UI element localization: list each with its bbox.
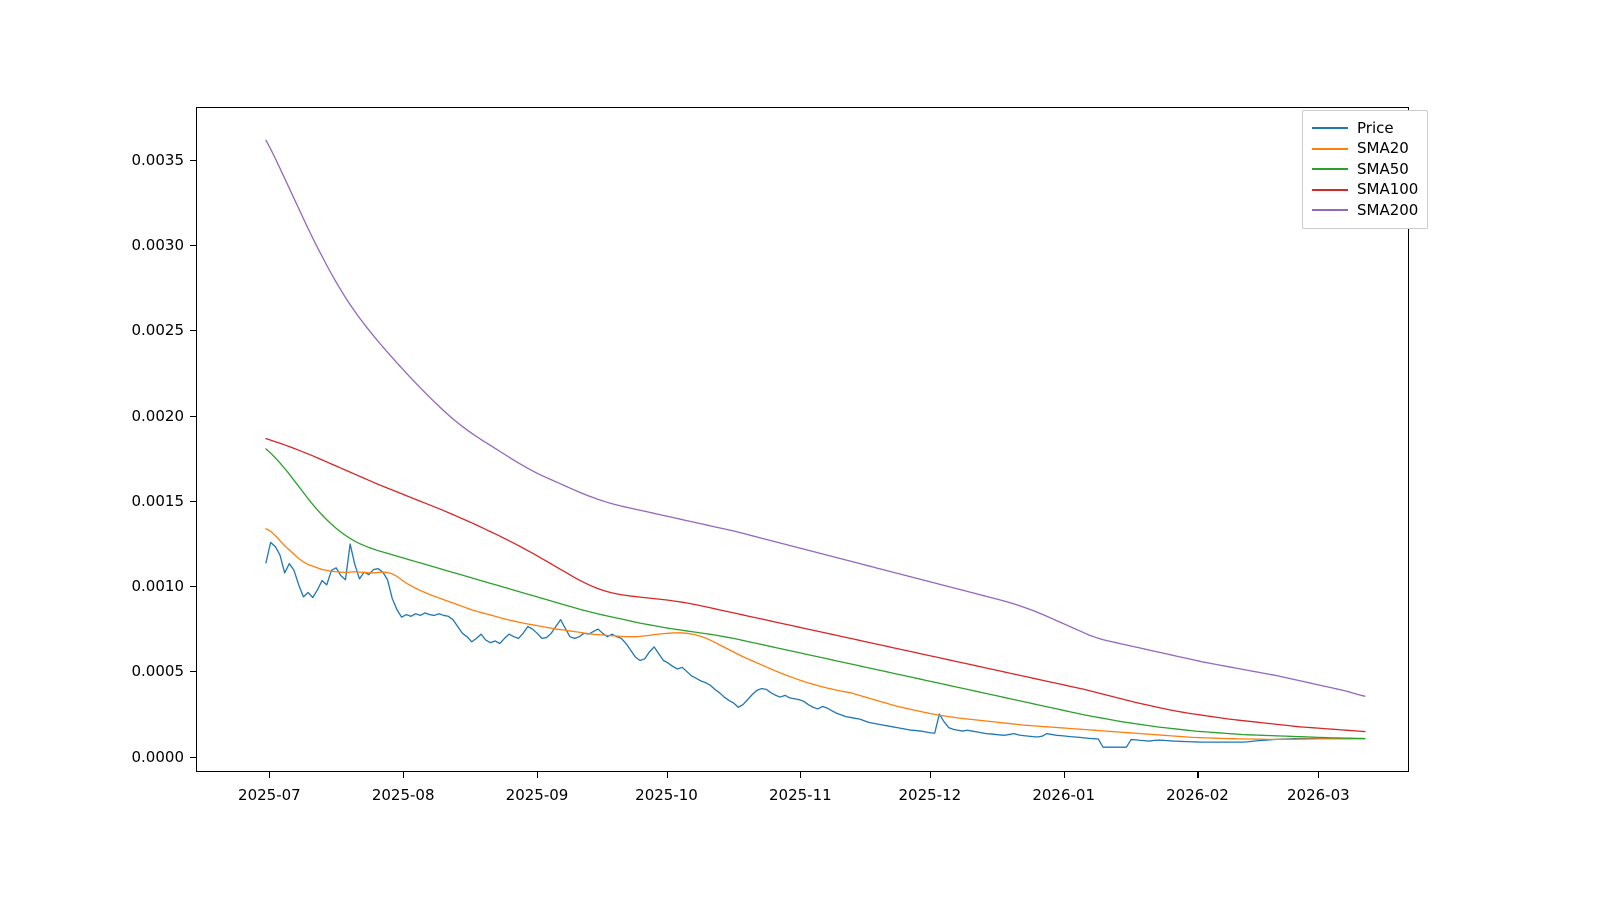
x-tick-mark [1197, 772, 1199, 778]
y-tick-mark [190, 330, 196, 332]
legend-item-sma200[interactable]: SMA200 [1312, 200, 1418, 221]
series-line-sma20 [266, 529, 1365, 740]
x-tick-mark [1318, 772, 1320, 778]
legend-item-label: SMA50 [1357, 159, 1409, 178]
y-tick-mark [190, 159, 196, 161]
y-tick-label: 0.0000 [131, 747, 185, 766]
y-tick-label: 0.0015 [131, 491, 185, 510]
y-tick-label: 0.0025 [131, 321, 185, 340]
legend-item-label: Price [1357, 118, 1394, 137]
x-tick-label: 2026-02 [1166, 786, 1229, 804]
legend-swatch-icon [1312, 147, 1348, 150]
legend-swatch-icon [1312, 209, 1348, 212]
x-tick-label: 2025-07 [238, 786, 301, 804]
chart-canvas [197, 108, 1408, 771]
y-tick-label: 0.0005 [131, 662, 185, 681]
x-tick-mark [929, 772, 931, 778]
legend-item-label: SMA200 [1357, 200, 1419, 219]
x-tick-mark [537, 772, 539, 778]
y-tick-label: 0.0010 [131, 577, 185, 596]
x-tick-label: 2026-03 [1287, 786, 1350, 804]
x-tick-label: 2025-10 [635, 786, 698, 804]
legend-item-sma20[interactable]: SMA20 [1312, 139, 1418, 160]
y-tick-mark [190, 671, 196, 673]
plot-area [196, 107, 1409, 772]
x-tick-mark [666, 772, 668, 778]
legend-swatch-icon [1312, 127, 1348, 130]
x-tick-label: 2025-09 [505, 786, 569, 804]
legend-item-label: SMA100 [1357, 180, 1419, 199]
x-tick-mark [403, 772, 405, 778]
x-tick-label: 2025-12 [898, 786, 962, 804]
y-tick-mark [190, 586, 196, 588]
y-tick-label: 0.0030 [131, 236, 185, 255]
x-tick-mark [1063, 772, 1065, 778]
y-tick-label: 0.0020 [131, 406, 185, 425]
chart-legend: Price SMA20 SMA50 SMA100 SMA200 [1302, 110, 1429, 229]
series-line-sma50 [266, 449, 1365, 739]
y-tick-mark [190, 415, 196, 417]
x-tick-label: 2025-08 [371, 786, 435, 804]
series-line-sma200 [266, 140, 1365, 696]
y-tick-mark [190, 245, 196, 247]
legend-item-price[interactable]: Price [1312, 118, 1418, 139]
x-tick-mark [800, 772, 802, 778]
legend-swatch-icon [1312, 188, 1348, 191]
legend-item-sma50[interactable]: SMA50 [1312, 159, 1418, 180]
x-tick-label: 2026-01 [1032, 786, 1095, 804]
series-line-price [266, 542, 1365, 747]
series-line-sma100 [266, 439, 1365, 732]
legend-item-label: SMA20 [1357, 139, 1409, 158]
y-tick-mark [190, 500, 196, 502]
y-tick-mark [190, 756, 196, 758]
y-tick-label: 0.0035 [131, 150, 185, 169]
legend-swatch-icon [1312, 168, 1348, 171]
x-tick-mark [269, 772, 271, 778]
legend-item-sma100[interactable]: SMA100 [1312, 180, 1418, 201]
x-tick-label: 2025-11 [768, 786, 832, 804]
